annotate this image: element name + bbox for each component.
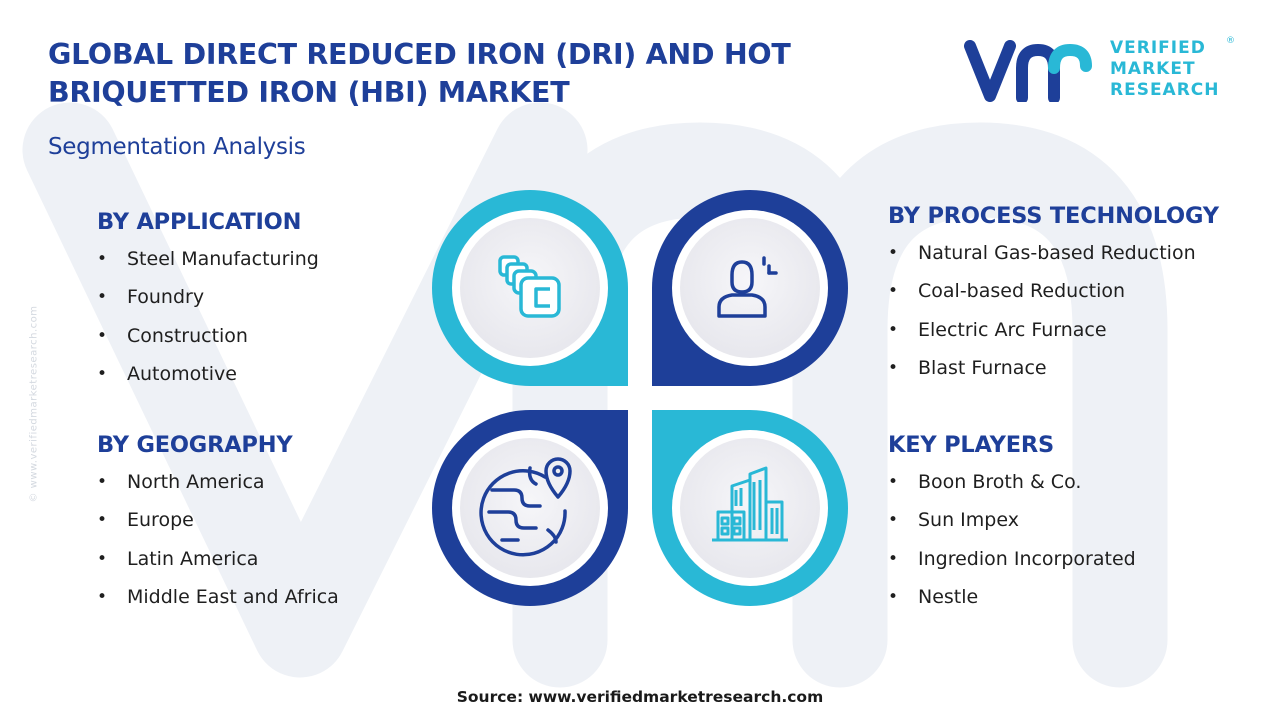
- stacked-blocks-icon: [498, 255, 561, 318]
- list-item: Natural Gas-based Reduction: [888, 241, 1219, 265]
- list-item: Sun Impex: [888, 508, 1136, 532]
- quadrant-bottom-left: [432, 410, 628, 606]
- list-item: Automotive: [97, 362, 319, 386]
- list-item: Foundry: [97, 285, 319, 309]
- segment-heading-geography: BY GEOGRAPHY: [97, 432, 293, 458]
- list-item: Coal-based Reduction: [888, 279, 1219, 303]
- list-item: Electric Arc Furnace: [888, 318, 1219, 342]
- segment-heading-process-technology: BY PROCESS TECHNOLOGY: [888, 203, 1219, 229]
- list-item: Boon Broth & Co.: [888, 470, 1136, 494]
- segment-heading-key-players: KEY PLAYERS: [888, 432, 1055, 458]
- quadrant-bottom-right: [652, 410, 848, 606]
- segment-key-players: KEY PLAYERS Boon Broth & Co. Sun Impex I…: [888, 432, 1136, 623]
- page-title: GLOBAL DIRECT REDUCED IRON (DRI) AND HOT…: [48, 38, 791, 109]
- segment-list-geography: North America Europe Latin America Middl…: [97, 470, 339, 609]
- list-item: Ingredion Incorporated: [888, 547, 1136, 571]
- source-citation: Source: www.verifiedmarketresearch.com: [456, 688, 824, 706]
- logo-wordmark: VERIFIED MARKET RESEARCH: [1110, 38, 1220, 101]
- side-watermark-url: © www.verifiedmarketresearch.com: [28, 305, 40, 503]
- segment-by-process-technology: BY PROCESS TECHNOLOGY Natural Gas-based …: [888, 203, 1219, 394]
- verified-market-research-logo: VERIFIED MARKET RESEARCH ®: [964, 36, 1235, 104]
- segment-list-application: Steel Manufacturing Foundry Construction…: [97, 247, 319, 386]
- globe-location-icon: [479, 457, 572, 557]
- city-buildings-icon: [712, 466, 788, 542]
- vmr-logo-mark-icon: [964, 40, 1092, 102]
- list-item: Construction: [97, 324, 319, 348]
- segment-list-process-technology: Natural Gas-based Reduction Coal-based R…: [888, 241, 1219, 380]
- segment-by-application: BY APPLICATION Steel Manufacturing Found…: [97, 209, 319, 400]
- list-item: North America: [97, 470, 339, 494]
- list-item: Steel Manufacturing: [97, 247, 319, 271]
- logo-line-market: MARKET: [1110, 59, 1196, 79]
- person-icon: [717, 256, 778, 318]
- segment-heading-application: BY APPLICATION: [97, 209, 302, 235]
- quadrant-top-right: [652, 190, 848, 386]
- quadrant-top-left: [432, 190, 628, 386]
- logo-line-research: RESEARCH: [1110, 80, 1220, 100]
- segmentation-quadrant-graphic: [432, 190, 848, 606]
- list-item: Latin America: [97, 547, 339, 571]
- list-item: Middle East and Africa: [97, 585, 339, 609]
- segment-list-key-players: Boon Broth & Co. Sun Impex Ingredion Inc…: [888, 470, 1136, 609]
- page-subtitle: Segmentation Analysis: [48, 134, 306, 160]
- list-item: Blast Furnace: [888, 356, 1219, 380]
- list-item: Nestle: [888, 585, 1136, 609]
- registered-mark: ®: [1226, 36, 1235, 46]
- list-item: Europe: [97, 508, 339, 532]
- logo-line-verified: VERIFIED: [1110, 38, 1206, 58]
- segment-by-geography: BY GEOGRAPHY North America Europe Latin …: [97, 432, 339, 623]
